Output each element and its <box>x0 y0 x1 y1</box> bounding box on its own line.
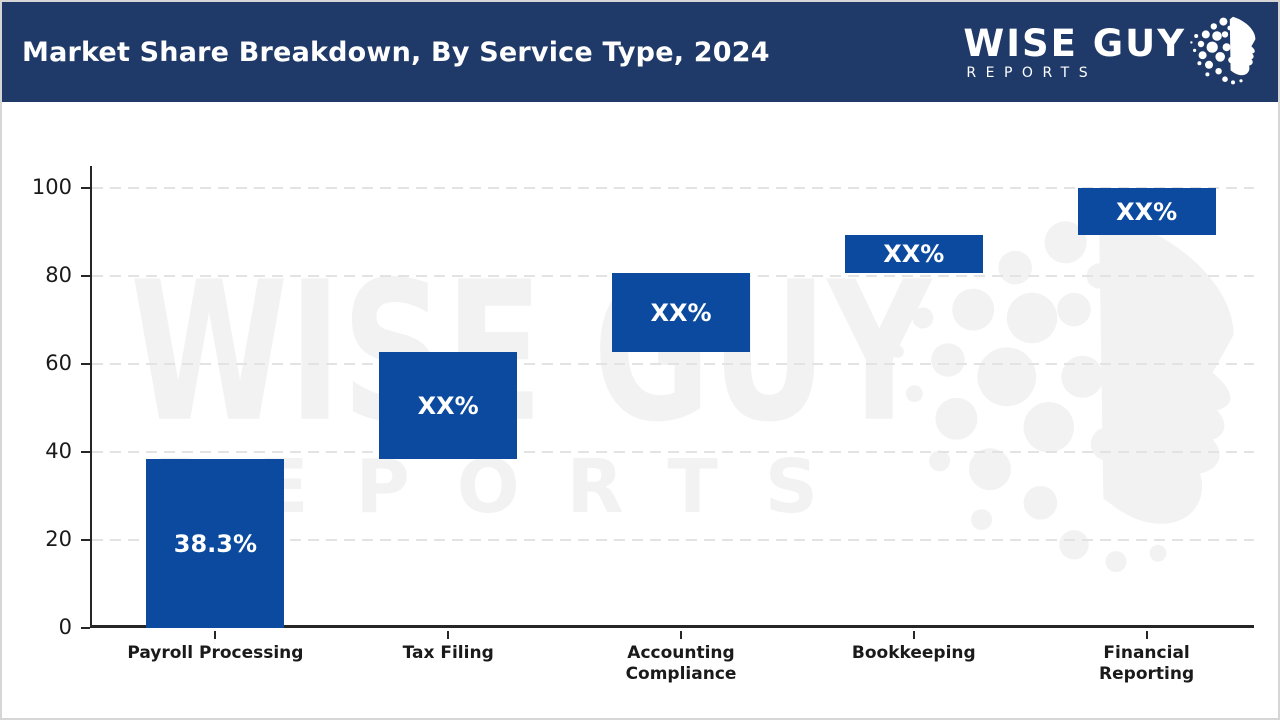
grid-line <box>92 539 1254 541</box>
y-axis-label: 20 <box>45 527 72 551</box>
bar-value-label: XX% <box>417 391 479 420</box>
x-axis-label: Accounting Compliance <box>625 643 737 685</box>
x-axis-tick <box>447 631 450 639</box>
x-axis-label: Financial Reporting <box>1099 643 1195 685</box>
x-axis-label: Bookkeeping <box>851 643 976 663</box>
y-axis-tick <box>81 275 90 277</box>
bar-value-label: 38.3% <box>173 529 258 558</box>
x-axis-label: Tax Filing <box>402 643 494 663</box>
waterfall-bar-segment: XX% <box>1077 188 1216 236</box>
y-axis-label: 0 <box>58 615 72 639</box>
y-axis-label: 80 <box>45 263 72 287</box>
waterfall-bar-segment: XX% <box>844 235 983 273</box>
bar-value-label: XX% <box>650 298 712 327</box>
waterfall-bar-segment: XX% <box>379 352 518 460</box>
brand-name: WISE GUY <box>963 21 1186 65</box>
header-bar: Market Share Breakdown, By Service Type,… <box>2 2 1278 102</box>
y-axis-tick <box>81 627 90 629</box>
x-axis-tick <box>680 631 682 639</box>
y-axis-label: 100 <box>31 175 72 199</box>
y-axis-tick <box>81 451 90 453</box>
grid-line <box>92 187 1254 189</box>
plot-area: 0 20 40 60 80 100 38.3% Payroll Processing XX% Ta… <box>32 166 1254 684</box>
y-axis-label: 60 <box>45 351 72 375</box>
y-axis-tick <box>81 539 90 541</box>
chart-title: Market Share Breakdown, By Service Type,… <box>22 36 770 68</box>
brand-logo: WISE GUY REPORTS <box>963 10 1268 94</box>
brand-subname: REPORTS <box>966 64 1098 81</box>
bar-value-label: XX% <box>1116 197 1178 226</box>
waterfall-bar-segment: 38.3% <box>146 459 285 628</box>
y-axis-label: 40 <box>45 439 72 463</box>
bar-value-label: XX% <box>883 239 945 268</box>
watermark: WISE GUY REPORTS <box>2 102 1280 720</box>
y-axis-tick <box>81 363 90 365</box>
x-axis-label: Payroll Processing <box>127 643 304 663</box>
wiseguy-head-icon <box>1182 12 1268 92</box>
waterfall-bar-segment: XX% <box>612 272 750 353</box>
y-axis-tick <box>81 187 90 189</box>
x-axis-tick <box>1145 631 1148 639</box>
watermark-brand-name: WISE GUY <box>130 241 932 465</box>
grid-line <box>92 363 1254 365</box>
brand-logo-text: WISE GUY REPORTS <box>963 25 1186 80</box>
grid-line <box>92 451 1254 453</box>
x-axis-tick <box>214 631 217 639</box>
x-axis-tick <box>912 631 915 639</box>
